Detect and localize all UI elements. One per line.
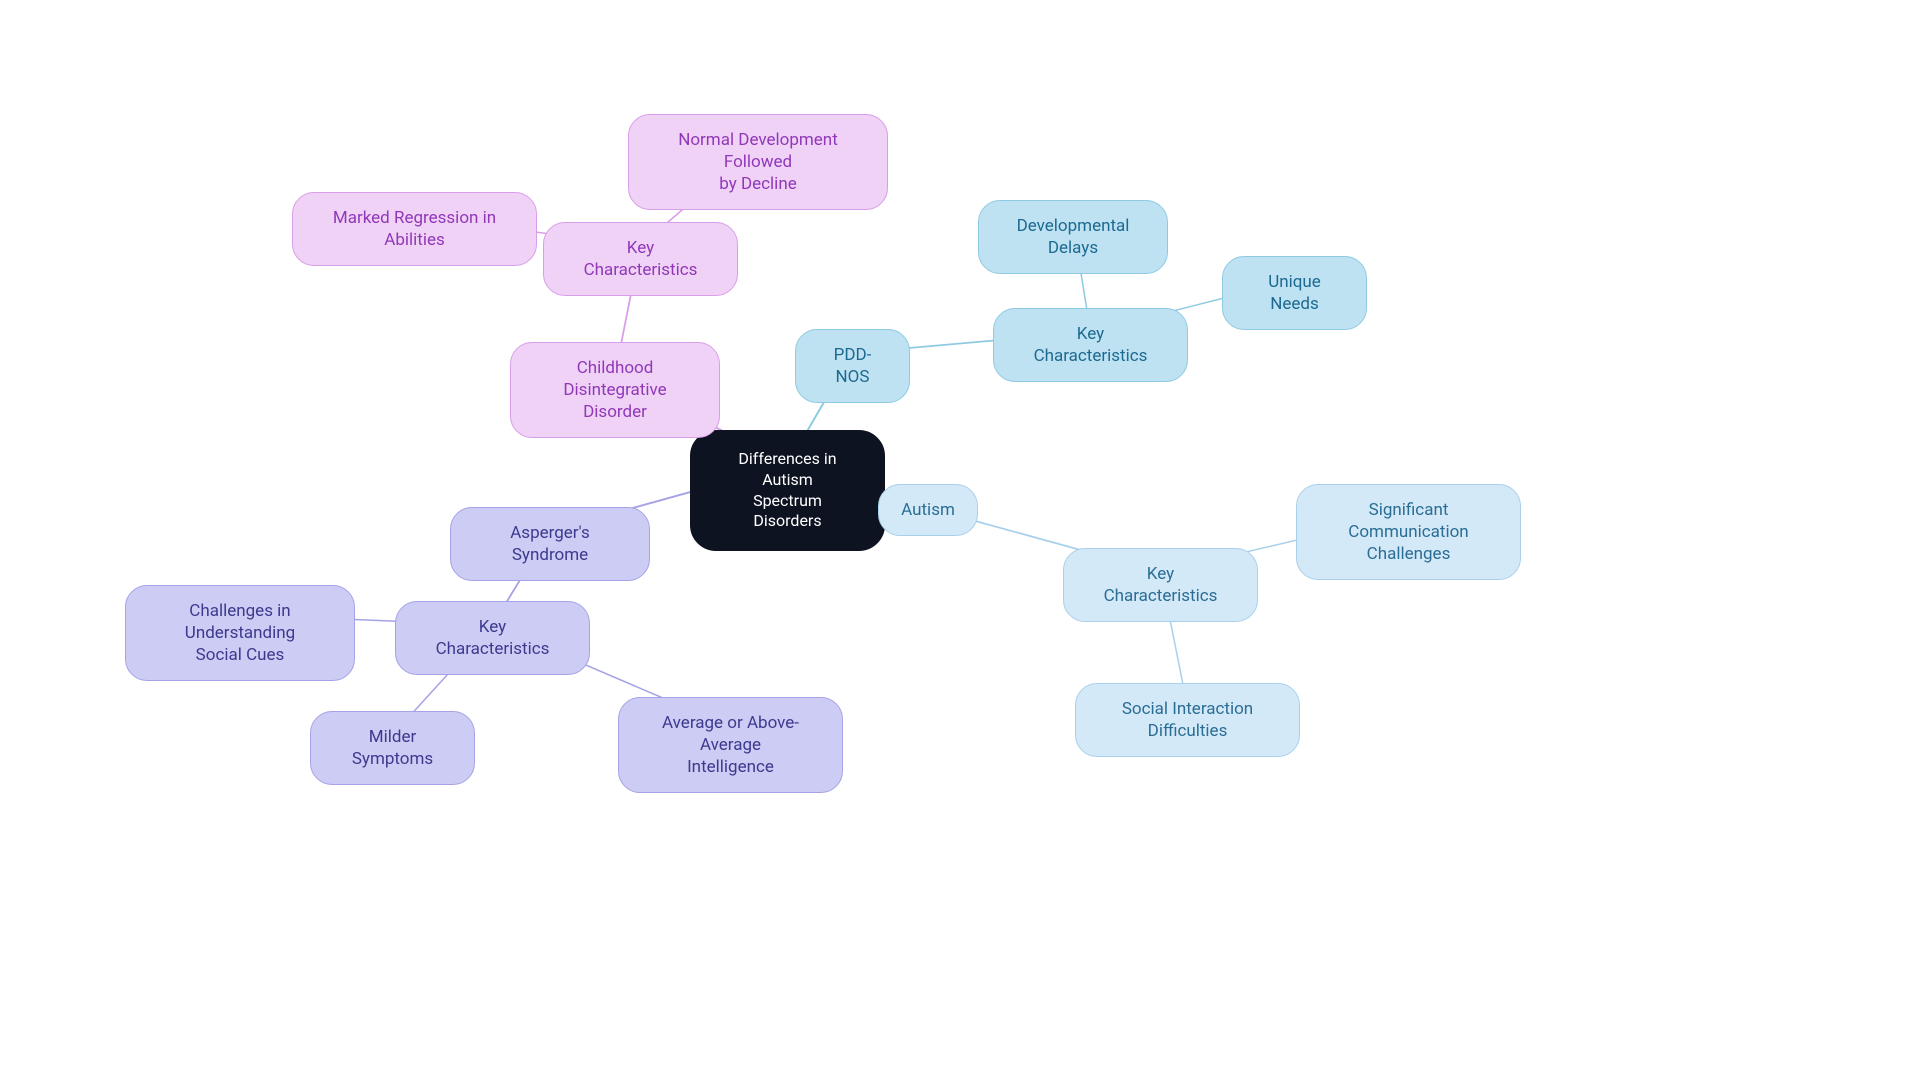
root-node: Differences in AutismSpectrum Disorders bbox=[690, 430, 885, 551]
leaf-autism-1: Social Interaction Difficulties bbox=[1075, 683, 1300, 757]
leaf-cdd-0: Normal Development Followedby Decline bbox=[628, 114, 888, 210]
kc-cdd: Key Characteristics bbox=[543, 222, 738, 296]
branch-autism: Autism bbox=[878, 484, 978, 536]
edge-layer bbox=[0, 0, 1920, 1083]
kc-asperger: Key Characteristics bbox=[395, 601, 590, 675]
branch-pdd: PDD-NOS bbox=[795, 329, 910, 403]
kc-pdd: Key Characteristics bbox=[993, 308, 1188, 382]
leaf-asperger-2: Average or Above-AverageIntelligence bbox=[618, 697, 843, 793]
leaf-pdd-1: Unique Needs bbox=[1222, 256, 1367, 330]
kc-autism: Key Characteristics bbox=[1063, 548, 1258, 622]
branch-asperger: Asperger's Syndrome bbox=[450, 507, 650, 581]
leaf-autism-0: Significant CommunicationChallenges bbox=[1296, 484, 1521, 580]
leaf-cdd-1: Marked Regression in Abilities bbox=[292, 192, 537, 266]
leaf-asperger-0: Challenges in UnderstandingSocial Cues bbox=[125, 585, 355, 681]
leaf-pdd-0: Developmental Delays bbox=[978, 200, 1168, 274]
leaf-asperger-1: Milder Symptoms bbox=[310, 711, 475, 785]
branch-cdd: Childhood DisintegrativeDisorder bbox=[510, 342, 720, 438]
